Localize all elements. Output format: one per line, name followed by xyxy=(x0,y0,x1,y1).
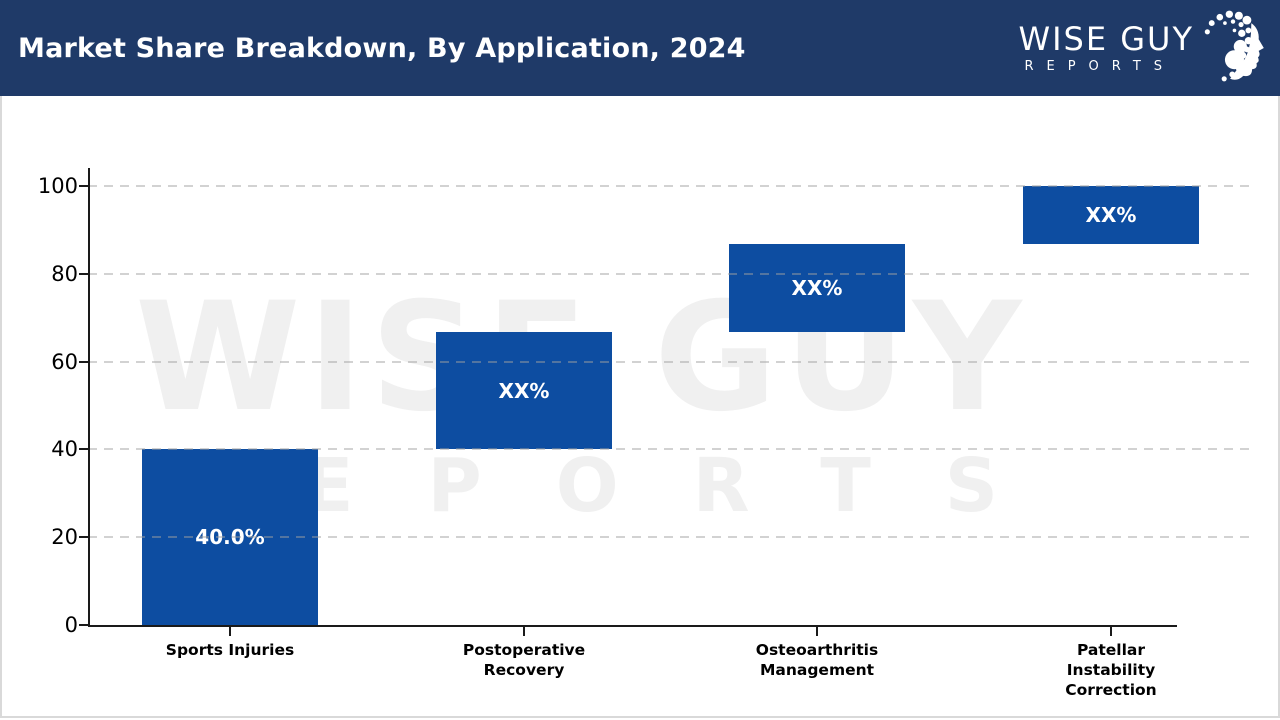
y-tick-mark xyxy=(79,448,88,451)
y-tick-label: 100 xyxy=(37,174,78,198)
bar-value-label: XX% xyxy=(791,276,843,301)
bar-value-label: 40.0% xyxy=(195,525,265,550)
bar-segment: 40.0% xyxy=(142,449,318,625)
x-axis-spine xyxy=(88,625,1177,627)
logo-subtext: REPORTS xyxy=(1024,59,1176,74)
y-tick-label: 20 xyxy=(51,525,78,550)
bar-segment: XX% xyxy=(1023,186,1199,245)
logo-wordmark: WISE GUY xyxy=(1018,20,1194,58)
gridline-y100 xyxy=(88,185,1256,187)
page-title: Market Share Breakdown, By Application, … xyxy=(18,32,746,64)
bar-value-label: XX% xyxy=(498,378,550,403)
y-tick-label: 60 xyxy=(51,349,78,374)
x-tick-mark xyxy=(229,627,231,636)
y-tick-mark xyxy=(79,360,88,363)
x-tick-mark xyxy=(523,627,525,636)
gridline-y60 xyxy=(88,360,1256,363)
gridline-y40 xyxy=(88,448,1256,451)
y-tick-label: 80 xyxy=(51,261,78,286)
y-tick-label: 0 xyxy=(64,613,78,637)
header-bar: Market Share Breakdown, By Application, … xyxy=(0,0,1280,96)
bar-value-label: XX% xyxy=(1085,203,1137,228)
x-tick-mark xyxy=(816,627,818,636)
bar-segment: XX% xyxy=(729,244,905,333)
x-category-label: Postoperative Recovery xyxy=(462,641,586,679)
x-tick-mark xyxy=(1110,627,1112,636)
bar-segment: XX% xyxy=(436,332,612,450)
gridline-y80 xyxy=(88,272,1256,275)
wise-guy-face-icon xyxy=(1204,10,1264,82)
wise-guy-logo-text: WISE GUY REPORTS xyxy=(1018,22,1194,74)
y-tick-mark xyxy=(79,536,88,539)
x-category-label: Sports Injuries xyxy=(165,641,295,659)
gridline-y20 xyxy=(88,536,1256,539)
x-category-label: Patellar Instability Correction xyxy=(1065,641,1157,699)
wise-guy-logo: WISE GUY REPORTS xyxy=(1018,6,1266,90)
y-tick-mark xyxy=(79,624,88,626)
x-category-label: Osteoarthritis Management xyxy=(755,641,879,679)
y-tick-label: 40 xyxy=(51,437,78,462)
y-tick-mark xyxy=(79,185,88,187)
y-axis-spine xyxy=(88,168,90,627)
y-tick-mark xyxy=(79,272,88,275)
